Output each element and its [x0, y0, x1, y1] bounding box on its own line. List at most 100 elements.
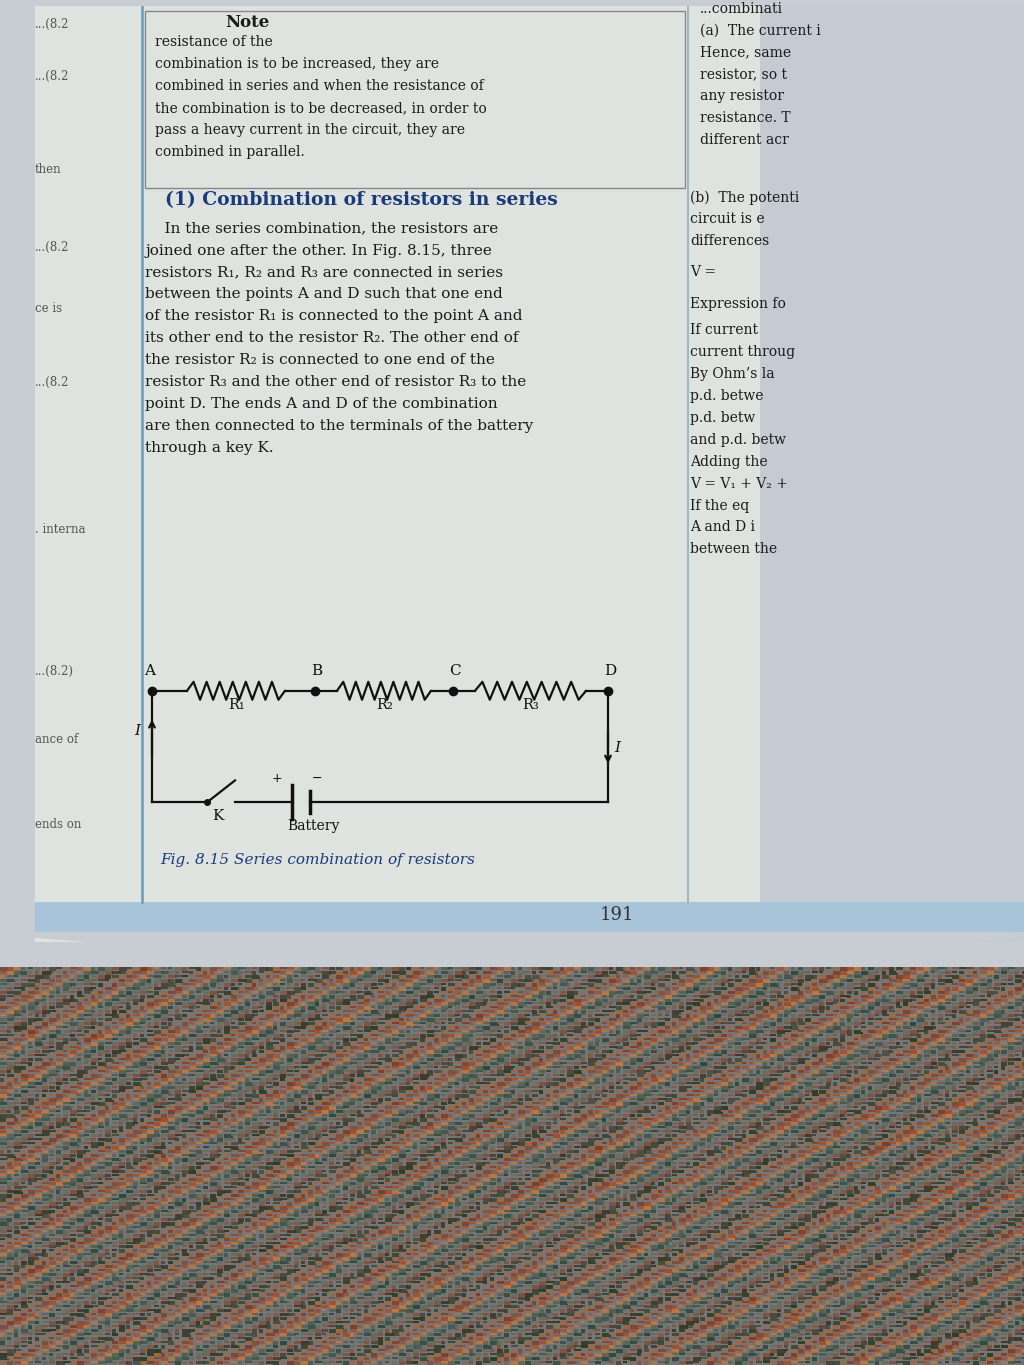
- FancyBboxPatch shape: [449, 995, 457, 998]
- FancyBboxPatch shape: [644, 1006, 653, 1010]
- FancyBboxPatch shape: [644, 1134, 652, 1138]
- FancyBboxPatch shape: [798, 1078, 802, 1081]
- FancyBboxPatch shape: [336, 1361, 342, 1364]
- FancyBboxPatch shape: [833, 1143, 837, 1145]
- FancyBboxPatch shape: [952, 1325, 956, 1327]
- FancyBboxPatch shape: [252, 1286, 258, 1287]
- FancyBboxPatch shape: [630, 1218, 636, 1219]
- FancyBboxPatch shape: [686, 975, 693, 976]
- FancyBboxPatch shape: [455, 1102, 462, 1106]
- FancyBboxPatch shape: [567, 1297, 571, 1299]
- FancyBboxPatch shape: [945, 979, 953, 983]
- FancyBboxPatch shape: [924, 1153, 933, 1158]
- FancyBboxPatch shape: [266, 1138, 272, 1141]
- FancyBboxPatch shape: [588, 1143, 594, 1145]
- FancyBboxPatch shape: [0, 1062, 8, 1065]
- FancyBboxPatch shape: [133, 1226, 142, 1227]
- FancyBboxPatch shape: [525, 1114, 531, 1117]
- FancyBboxPatch shape: [287, 1349, 293, 1353]
- FancyBboxPatch shape: [378, 1253, 387, 1257]
- FancyBboxPatch shape: [280, 1026, 286, 1029]
- FancyBboxPatch shape: [301, 1226, 309, 1228]
- FancyBboxPatch shape: [756, 1274, 761, 1278]
- FancyBboxPatch shape: [630, 995, 634, 998]
- FancyBboxPatch shape: [679, 975, 683, 977]
- FancyBboxPatch shape: [826, 1058, 833, 1062]
- FancyBboxPatch shape: [98, 1286, 103, 1289]
- FancyBboxPatch shape: [301, 1162, 306, 1164]
- FancyBboxPatch shape: [651, 1097, 659, 1102]
- FancyBboxPatch shape: [784, 1162, 791, 1164]
- FancyBboxPatch shape: [1022, 971, 1024, 973]
- FancyBboxPatch shape: [287, 1345, 296, 1349]
- FancyBboxPatch shape: [777, 1122, 784, 1126]
- FancyBboxPatch shape: [441, 1297, 449, 1299]
- FancyBboxPatch shape: [973, 1242, 977, 1245]
- FancyBboxPatch shape: [28, 987, 35, 988]
- FancyBboxPatch shape: [28, 1209, 35, 1213]
- FancyBboxPatch shape: [686, 1265, 690, 1268]
- FancyBboxPatch shape: [462, 971, 466, 975]
- FancyBboxPatch shape: [462, 1265, 468, 1269]
- FancyBboxPatch shape: [896, 1222, 901, 1223]
- FancyBboxPatch shape: [413, 1186, 421, 1190]
- FancyBboxPatch shape: [168, 1345, 172, 1347]
- FancyBboxPatch shape: [147, 1234, 152, 1237]
- FancyBboxPatch shape: [56, 1334, 63, 1335]
- FancyBboxPatch shape: [280, 1238, 289, 1239]
- FancyBboxPatch shape: [812, 1134, 816, 1136]
- FancyBboxPatch shape: [210, 1031, 216, 1032]
- FancyBboxPatch shape: [0, 1078, 4, 1082]
- FancyBboxPatch shape: [609, 1166, 615, 1170]
- FancyBboxPatch shape: [609, 1182, 618, 1186]
- FancyBboxPatch shape: [70, 1039, 79, 1041]
- FancyBboxPatch shape: [588, 1026, 592, 1029]
- FancyBboxPatch shape: [595, 1190, 601, 1192]
- FancyBboxPatch shape: [987, 1010, 996, 1013]
- FancyBboxPatch shape: [763, 1313, 772, 1317]
- FancyBboxPatch shape: [987, 1043, 992, 1044]
- FancyBboxPatch shape: [623, 1269, 632, 1274]
- FancyBboxPatch shape: [826, 1122, 835, 1126]
- FancyBboxPatch shape: [798, 1297, 806, 1301]
- FancyBboxPatch shape: [567, 983, 571, 984]
- FancyBboxPatch shape: [574, 1357, 583, 1360]
- FancyBboxPatch shape: [490, 1197, 498, 1201]
- FancyBboxPatch shape: [462, 1205, 468, 1208]
- FancyBboxPatch shape: [287, 1106, 295, 1110]
- FancyBboxPatch shape: [420, 1078, 428, 1080]
- FancyBboxPatch shape: [140, 1301, 147, 1305]
- FancyBboxPatch shape: [874, 1234, 881, 1237]
- FancyBboxPatch shape: [672, 1330, 676, 1332]
- FancyBboxPatch shape: [126, 1039, 131, 1043]
- FancyBboxPatch shape: [385, 1010, 389, 1014]
- FancyBboxPatch shape: [399, 1058, 404, 1061]
- FancyBboxPatch shape: [161, 1353, 165, 1357]
- FancyBboxPatch shape: [686, 1361, 693, 1364]
- FancyBboxPatch shape: [735, 1301, 743, 1304]
- FancyBboxPatch shape: [119, 995, 127, 996]
- FancyBboxPatch shape: [427, 1102, 434, 1106]
- FancyBboxPatch shape: [154, 1138, 159, 1141]
- FancyBboxPatch shape: [630, 1178, 635, 1181]
- FancyBboxPatch shape: [427, 1245, 431, 1249]
- FancyBboxPatch shape: [224, 1186, 233, 1188]
- FancyBboxPatch shape: [91, 1002, 97, 1006]
- FancyBboxPatch shape: [861, 983, 865, 987]
- FancyBboxPatch shape: [910, 1313, 919, 1316]
- FancyBboxPatch shape: [238, 1074, 244, 1076]
- FancyBboxPatch shape: [147, 1205, 156, 1209]
- FancyBboxPatch shape: [714, 1226, 719, 1228]
- FancyBboxPatch shape: [918, 1006, 925, 1010]
- FancyBboxPatch shape: [644, 1190, 651, 1193]
- FancyBboxPatch shape: [28, 1035, 35, 1039]
- FancyBboxPatch shape: [280, 1309, 285, 1312]
- FancyBboxPatch shape: [560, 1018, 567, 1021]
- FancyBboxPatch shape: [777, 1138, 786, 1140]
- FancyBboxPatch shape: [609, 1278, 618, 1280]
- FancyBboxPatch shape: [791, 1130, 799, 1133]
- FancyBboxPatch shape: [854, 1330, 858, 1331]
- FancyBboxPatch shape: [539, 995, 543, 999]
- FancyBboxPatch shape: [665, 1357, 670, 1361]
- FancyBboxPatch shape: [441, 1305, 449, 1308]
